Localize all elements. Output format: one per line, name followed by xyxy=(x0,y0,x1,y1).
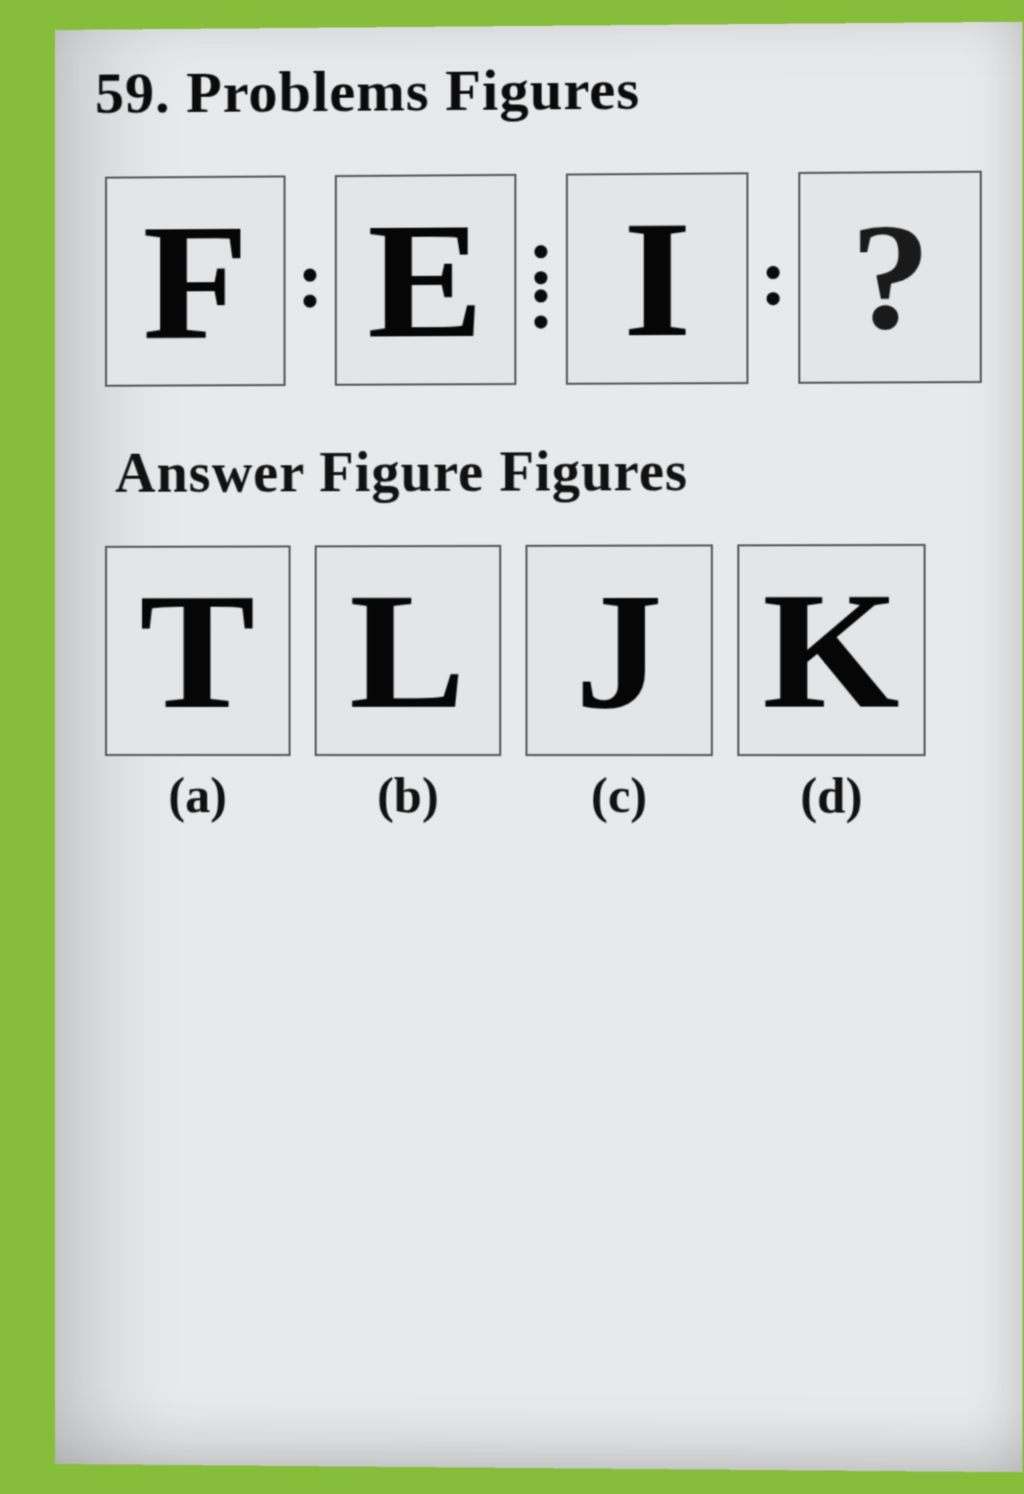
answer-glyph-a: T xyxy=(140,568,256,733)
answer-label-b: (b) xyxy=(377,766,439,824)
answer-glyph-b: L xyxy=(350,568,466,734)
question-number: 59. xyxy=(95,60,171,126)
answer-glyph-d: K xyxy=(763,567,900,734)
answer-box-a: T xyxy=(105,545,291,756)
answer-label-c: (c) xyxy=(591,766,647,824)
answer-label-d: (d) xyxy=(800,766,862,825)
answer-figures-row: T (a) L (b) J (c) K (d) xyxy=(105,544,982,825)
answer-option-a[interactable]: T (a) xyxy=(105,545,291,824)
answer-label-a: (a) xyxy=(168,766,226,824)
problem-glyph-unknown: ? xyxy=(850,201,930,353)
problem-glyph-3: I xyxy=(623,195,691,362)
problem-box-1: F xyxy=(105,175,285,386)
answer-box-d: K xyxy=(737,544,925,756)
answer-option-d[interactable]: K (d) xyxy=(737,544,925,825)
problem-glyph-2: E xyxy=(367,197,484,363)
problem-box-2: E xyxy=(335,174,516,386)
answer-option-b[interactable]: L (b) xyxy=(315,545,501,824)
answer-option-c[interactable]: J (c) xyxy=(525,544,712,824)
problem-box-unknown: ? xyxy=(798,171,981,384)
problem-figures-row: F : E :: I : ? xyxy=(105,171,982,387)
separator-colon: : xyxy=(295,258,324,302)
problem-heading: 59. Problems Figures xyxy=(95,52,982,126)
answer-heading: Answer Figure Figures xyxy=(115,439,982,506)
problem-title: Problems Figures xyxy=(186,56,640,125)
answer-box-b: L xyxy=(315,545,501,756)
answer-box-c: J xyxy=(525,544,712,756)
separator-double-colon: :: xyxy=(526,235,555,324)
problem-glyph-1: F xyxy=(142,198,248,364)
separator-colon-2: : xyxy=(759,256,789,301)
problem-box-3: I xyxy=(566,172,748,385)
worksheet-page: 59. Problems Figures F : E :: I : ? Answ… xyxy=(55,22,1023,1473)
answer-glyph-c: J xyxy=(575,567,663,733)
